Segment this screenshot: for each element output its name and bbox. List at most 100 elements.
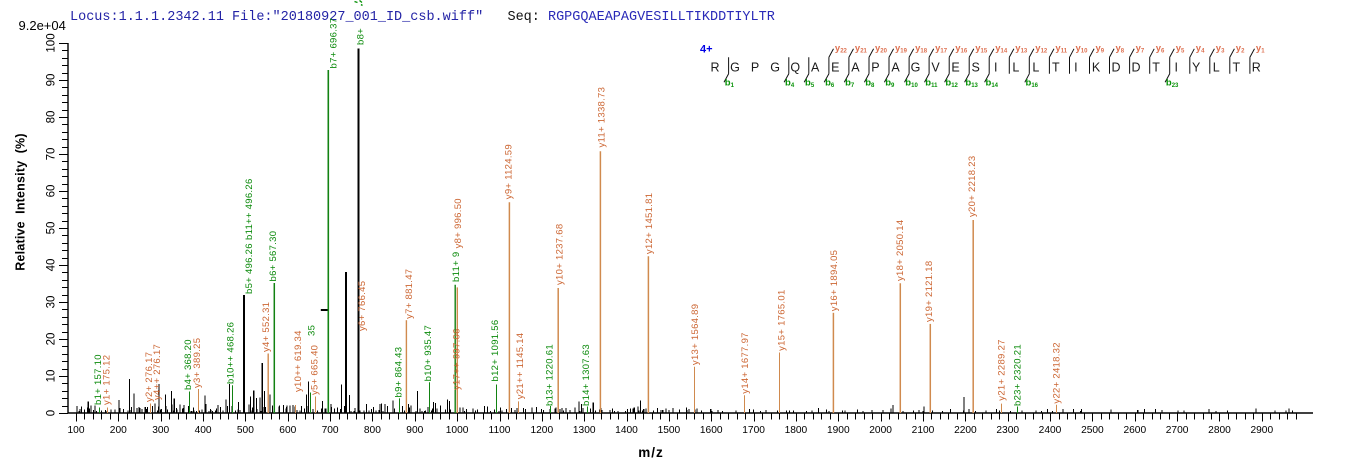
svg-text:G: G — [911, 61, 921, 75]
svg-text:L: L — [1213, 61, 1220, 75]
svg-text:T: T — [1152, 61, 1160, 75]
svg-text:1600: 1600 — [700, 425, 723, 436]
svg-text:4+: 4+ — [700, 44, 713, 56]
svg-text:y15+ 1765.01: y15+ 1765.01 — [777, 289, 788, 350]
svg-text:2800: 2800 — [1208, 425, 1231, 436]
svg-text:60: 60 — [46, 185, 58, 198]
svg-text:b9: b9 — [885, 78, 895, 90]
svg-text:y1: y1 — [1256, 43, 1265, 55]
svg-text:R: R — [710, 61, 719, 75]
svg-text:b23: b23 — [1166, 78, 1179, 90]
svg-text:1000: 1000 — [446, 425, 469, 436]
svg-text:b11: b11 — [925, 78, 938, 90]
svg-text:70: 70 — [46, 148, 58, 161]
svg-text:2300: 2300 — [996, 425, 1019, 436]
svg-text:D: D — [1111, 61, 1120, 75]
svg-text:y2: y2 — [1236, 43, 1245, 55]
svg-text:T: T — [1232, 61, 1240, 75]
svg-text:y16+ 1894.05: y16+ 1894.05 — [829, 250, 840, 311]
svg-text:T: T — [1052, 61, 1060, 75]
svg-text:Y: Y — [1192, 61, 1201, 75]
svg-text:y17++ 997.06: y17++ 997.06 — [452, 328, 463, 390]
svg-text:1100: 1100 — [489, 425, 511, 436]
svg-text:b11++ 496.26: b11++ 496.26 — [244, 178, 255, 240]
svg-text:20: 20 — [46, 333, 58, 346]
svg-text:b7: b7 — [845, 78, 855, 90]
svg-text:900: 900 — [406, 425, 423, 436]
svg-text:400: 400 — [195, 425, 212, 436]
svg-text:b5+ 496.26: b5+ 496.26 — [244, 243, 255, 294]
svg-text:y10: y10 — [1076, 43, 1089, 55]
svg-text:2900: 2900 — [1250, 425, 1273, 436]
svg-text:y11: y11 — [1055, 43, 1067, 55]
svg-text:80: 80 — [46, 111, 58, 124]
svg-text:L: L — [1012, 61, 1019, 75]
svg-text:y4++ 276.17: y4++ 276.17 — [152, 344, 163, 400]
svg-text:S: S — [972, 61, 980, 75]
svg-text:b4: b4 — [785, 78, 795, 90]
svg-text:b10: b10 — [905, 78, 918, 90]
svg-text:P: P — [871, 61, 879, 75]
svg-text:0: 0 — [46, 410, 58, 416]
svg-text:y2+ 276.17: y2+ 276.17 — [144, 352, 155, 402]
svg-text:y3+ 389.25: y3+ 389.25 — [192, 338, 203, 388]
svg-text:500: 500 — [237, 425, 254, 436]
svg-text:b5: b5 — [805, 78, 815, 90]
svg-text:100: 100 — [46, 33, 58, 52]
svg-text:V: V — [931, 61, 940, 75]
svg-text:y8: y8 — [1116, 43, 1125, 55]
svg-text:y4: y4 — [1196, 43, 1205, 55]
svg-text:800: 800 — [364, 425, 381, 436]
svg-text:y17: y17 — [935, 43, 948, 55]
svg-text:1400: 1400 — [615, 425, 638, 436]
svg-text:y4+ 552.31: y4+ 552.31 — [261, 302, 272, 352]
svg-text:Relative Intensity (%): Relative Intensity (%) — [14, 133, 28, 270]
svg-text:y6: y6 — [1156, 43, 1165, 55]
svg-text:y5+ 665.40: y5+ 665.40 — [309, 345, 320, 395]
svg-text:y9+ 1124.59: y9+ 1124.59 — [504, 144, 515, 199]
svg-text:b4+ 368.20: b4+ 368.20 — [183, 339, 194, 390]
svg-text:y11+ 1338.73: y11+ 1338.73 — [597, 87, 608, 148]
svg-text:b14: b14 — [986, 78, 999, 90]
svg-text:Q: Q — [790, 61, 800, 75]
svg-text:A: A — [891, 61, 900, 75]
svg-text:b1: b1 — [725, 78, 735, 90]
svg-text:I: I — [1074, 61, 1077, 75]
svg-text:30: 30 — [46, 296, 58, 309]
svg-text:y10++ 619.34: y10++ 619.34 — [293, 330, 304, 392]
svg-text:P: P — [751, 61, 759, 75]
svg-text:300: 300 — [152, 425, 169, 436]
svg-text:b8: b8 — [865, 78, 875, 90]
svg-text:y12+ 1451.81: y12+ 1451.81 — [644, 193, 655, 254]
svg-text:b13: b13 — [965, 78, 978, 90]
svg-text:y1+ 175.12: y1+ 175.12 — [101, 355, 112, 405]
svg-text:K: K — [1092, 61, 1101, 75]
svg-text:y22+ 2418.32: y22+ 2418.32 — [1051, 342, 1062, 403]
svg-text:1800: 1800 — [785, 425, 808, 436]
svg-text:2700: 2700 — [1166, 425, 1189, 436]
svg-text:200: 200 — [110, 425, 127, 436]
svg-text:y18+ 2050.14: y18+ 2050.14 — [895, 220, 906, 281]
svg-text:y15: y15 — [975, 43, 988, 55]
svg-text:700: 700 — [322, 425, 339, 436]
svg-text:2000: 2000 — [869, 425, 892, 436]
svg-text:b10+ 935.47: b10+ 935.47 — [423, 325, 434, 381]
svg-text:y20+ 2218.23: y20+ 2218.23 — [967, 156, 978, 217]
svg-text:y19+ 2121.18: y19+ 2121.18 — [924, 261, 935, 322]
svg-text:y9: y9 — [1096, 43, 1105, 55]
svg-text:10: 10 — [46, 370, 58, 383]
svg-text:y13+ 1564.89: y13+ 1564.89 — [690, 304, 701, 365]
svg-text:y3: y3 — [1216, 43, 1225, 55]
svg-text:b8+: b8+ — [356, 28, 367, 45]
svg-text:2400: 2400 — [1039, 425, 1062, 436]
svg-text:E: E — [831, 61, 839, 75]
svg-text:2100: 2100 — [912, 425, 935, 436]
svg-text:y10+ 1237.68: y10+ 1237.68 — [554, 224, 565, 285]
svg-text:G: G — [730, 61, 740, 75]
svg-text:I: I — [1174, 61, 1177, 75]
svg-text:A: A — [811, 61, 820, 75]
svg-text:90: 90 — [46, 74, 58, 87]
svg-text:b12: b12 — [945, 78, 958, 90]
svg-text:2200: 2200 — [954, 425, 977, 436]
svg-text:9.2e+04: 9.2e+04 — [19, 18, 66, 33]
